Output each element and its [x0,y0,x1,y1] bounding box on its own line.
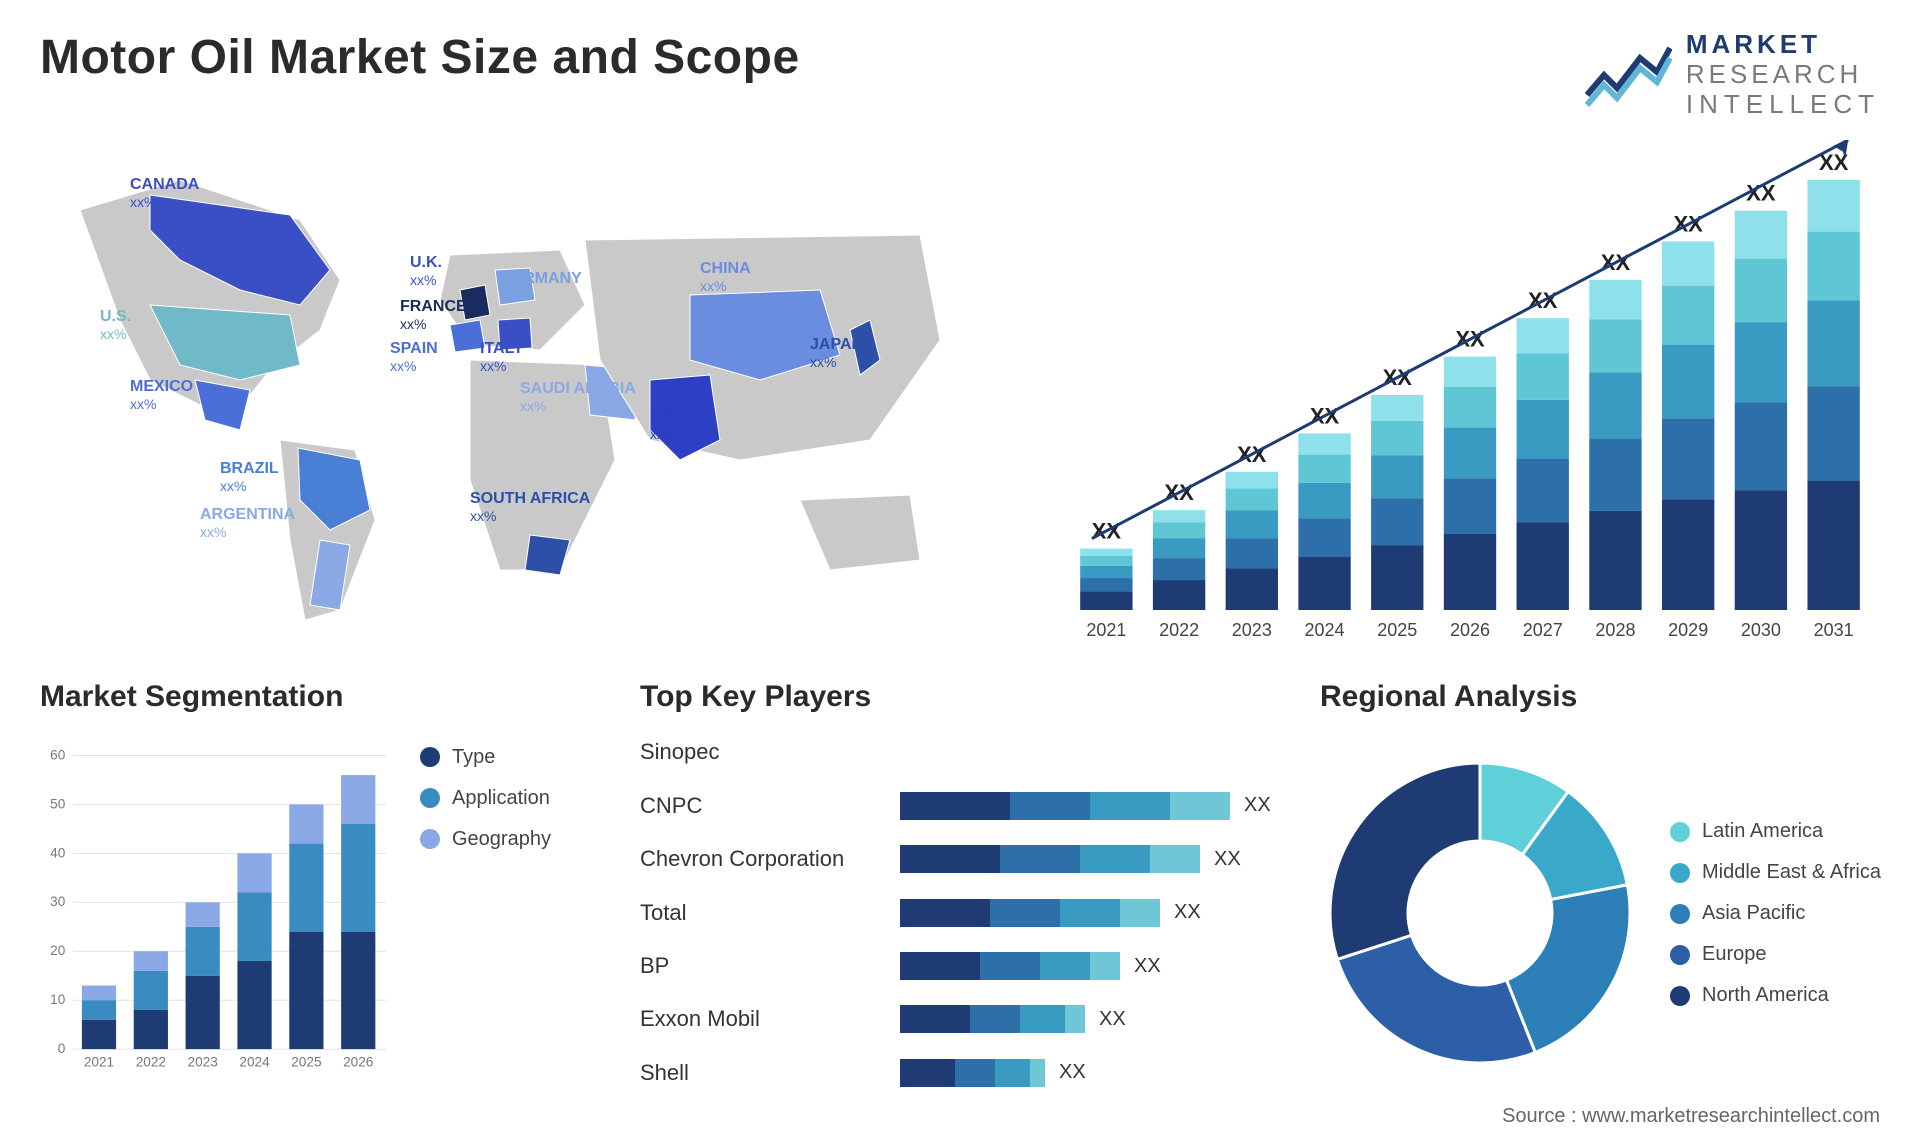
segmentation-title: Market Segmentation [40,680,600,714]
svg-text:2024: 2024 [239,1054,270,1069]
svg-text:60: 60 [50,747,66,762]
regional-legend: Latin America Middle East & Africa Asia Pa… [1670,800,1910,1025]
map-label-brazil: BRAZILxx% [220,460,279,494]
source-credit: Source : www.marketresearchintellect.com [1502,1105,1880,1128]
regional-title: Regional Analysis [1320,680,1910,714]
region-legend-item: Latin America [1670,820,1910,843]
player-row: XX [900,896,1280,930]
logo-text: MARKET RESEARCH INTELLECT [1686,30,1880,120]
svg-text:2023: 2023 [188,1054,218,1069]
svg-text:2021: 2021 [84,1054,114,1069]
segmentation-legend: Type Application Geography [420,726,600,1100]
seg-legend-application: Application [420,787,600,810]
svg-text:30: 30 [50,894,66,909]
players-labels: Sinopec CNPC Chevron Corporation Total BP Exx… [640,726,900,1100]
svg-text:2021: 2021 [1086,620,1126,640]
map-label-china: CHINAxx% [700,260,751,294]
player-label: Exxon Mobil [640,1006,900,1032]
svg-text:2022: 2022 [136,1054,166,1069]
seg-legend-type: Type [420,746,600,769]
regional-donut [1320,753,1640,1073]
svg-text:2023: 2023 [1232,620,1272,640]
segmentation-panel: Market Segmentation 0 10 20 30 40 50 60 2021 202… [40,680,600,1100]
players-panel: Top Key Players Sinopec CNPC Chevron Corpo… [640,680,1280,1100]
player-label: Chevron Corporation [640,846,900,872]
player-row: XX [900,842,1280,876]
svg-text:50: 50 [50,796,66,811]
player-label: Total [640,900,900,926]
bottom-row: Market Segmentation 0 10 20 30 40 50 60 2021 202… [40,680,1880,1100]
svg-text:2031: 2031 [1814,620,1854,640]
svg-text:2022: 2022 [1159,620,1199,640]
player-row [900,735,1280,769]
map-label-japan: JAPANxx% [810,336,863,370]
players-bars: XX XX XX XX XX XX [900,726,1280,1100]
svg-text:2029: 2029 [1668,620,1708,640]
seg-legend-geography: Geography [420,828,600,851]
forecast-chart: XX2021XX2022XX2023XX2024XX2025XX2026XX20… [1060,140,1880,660]
world-map-panel: CANADAxx% U.S.xx% MEXICOxx% BRAZILxx% ARGENT… [40,140,1000,660]
players-title: Top Key Players [640,680,1280,714]
map-label-u-s-: U.S.xx% [100,308,131,342]
map-label-argentina: ARGENTINAxx% [200,506,295,540]
svg-text:2026: 2026 [1450,620,1490,640]
map-label-saudi-arabia: SAUDI ARABIAxx% [520,380,636,414]
forecast-chart-panel: XX2021XX2022XX2023XX2024XX2025XX2026XX20… [1060,140,1880,660]
header: Motor Oil Market Size and Scope MARKET R… [40,30,1880,120]
regional-panel: Regional Analysis Latin America Middle Ea… [1320,680,1910,1100]
logo-icon [1582,40,1672,110]
svg-text:2028: 2028 [1595,620,1635,640]
map-label-germany: GERMANYxx% [500,270,582,304]
brand-logo: MARKET RESEARCH INTELLECT [1582,30,1880,120]
region-legend-item: Europe [1670,943,1910,966]
map-label-mexico: MEXICOxx% [130,378,193,412]
player-row: XX [900,1056,1280,1090]
region-legend-item: North America [1670,984,1910,1007]
player-label: Shell [640,1060,900,1086]
svg-text:2025: 2025 [291,1054,321,1069]
map-label-spain: SPAINxx% [390,340,438,374]
region-legend-item: Asia Pacific [1670,902,1910,925]
map-label-india: INDIAxx% [650,408,694,442]
svg-text:40: 40 [50,845,66,860]
svg-text:10: 10 [50,992,66,1007]
player-row: XX [900,949,1280,983]
top-row: CANADAxx% U.S.xx% MEXICOxx% BRAZILxx% ARGENT… [40,140,1880,660]
player-row: XX [900,1002,1280,1036]
map-label-south-africa: SOUTH AFRICAxx% [470,490,590,524]
map-label-canada: CANADAxx% [130,176,199,210]
svg-text:2024: 2024 [1305,620,1345,640]
map-label-u-k-: U.K.xx% [410,254,442,288]
svg-text:2027: 2027 [1523,620,1563,640]
player-label: Sinopec [640,739,900,765]
svg-text:2026: 2026 [343,1054,373,1069]
region-legend-item: Middle East & Africa [1670,861,1910,884]
player-label: BP [640,953,900,979]
svg-text:2025: 2025 [1377,620,1417,640]
player-row: XX [900,789,1280,823]
player-label: CNPC [640,793,900,819]
map-label-france: FRANCExx% [400,298,467,332]
svg-text:20: 20 [50,943,66,958]
map-label-italy: ITALYxx% [480,340,524,374]
segmentation-chart: 0 10 20 30 40 50 60 2021 2022 2023 2024 2025 2026 [40,726,390,1100]
svg-text:2030: 2030 [1741,620,1781,640]
page-title: Motor Oil Market Size and Scope [40,30,800,85]
svg-text:0: 0 [58,1041,66,1056]
